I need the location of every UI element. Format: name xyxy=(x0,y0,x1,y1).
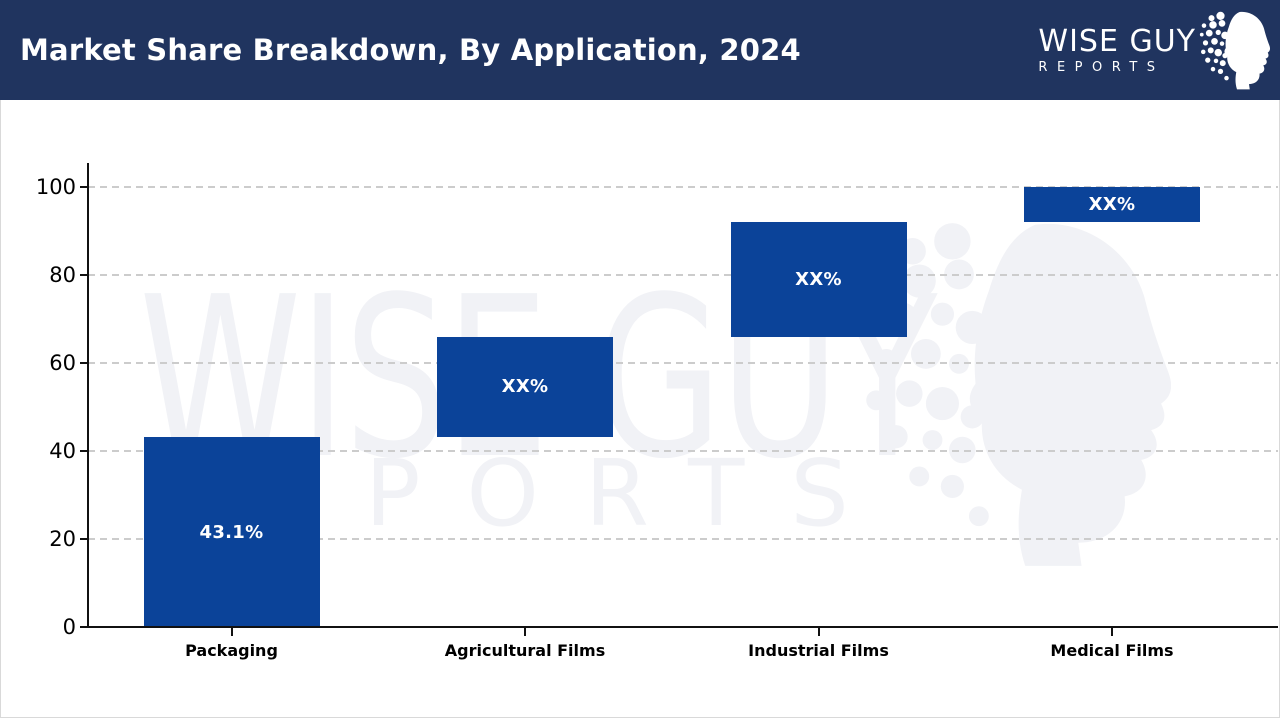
x-tick-mark xyxy=(817,628,820,636)
x-tick-mark xyxy=(1111,628,1113,636)
logo-subtext: REPORTS xyxy=(1038,59,1165,75)
logo-text: WISE GUY REPORTS xyxy=(1038,23,1196,75)
wiseguy-logo: WISE GUY REPORTS xyxy=(1038,8,1270,92)
logo-wordmark: WISE GUY xyxy=(1038,23,1196,59)
y-tick-mark xyxy=(80,362,88,364)
y-tick-label: 20 xyxy=(49,527,76,551)
y-tick-label: 0 xyxy=(62,615,76,639)
chart-title: Market Share Breakdown, By Application, … xyxy=(20,33,801,67)
gridline xyxy=(88,186,1278,188)
y-tick-mark xyxy=(80,450,88,452)
bar-industrial-films: XX% xyxy=(730,222,907,337)
y-tick-mark xyxy=(80,274,88,276)
waterfall-chart: 0 20 40 60 80 100 Packaging Agricultural Films I… xyxy=(1,100,1279,717)
gridline xyxy=(88,362,1278,364)
y-tick-mark xyxy=(80,186,88,188)
header: Market Share Breakdown, By Application, … xyxy=(0,0,1280,100)
bar-packaging: 43.1% xyxy=(143,437,320,627)
y-tick-label: 40 xyxy=(49,439,76,463)
y-axis xyxy=(87,163,89,628)
gridline xyxy=(88,538,1278,540)
y-tick-label: 100 xyxy=(35,175,76,199)
bar-medical-films: XX% xyxy=(1024,187,1200,223)
gridline xyxy=(88,450,1278,452)
x-tick-mark xyxy=(524,628,526,636)
bar-value-label: XX% xyxy=(501,376,549,398)
x-tick-mark xyxy=(230,628,233,636)
x-tick-label: Packaging xyxy=(185,641,278,660)
gridline xyxy=(88,274,1278,276)
bar-value-label: 43.1% xyxy=(199,521,264,543)
logo-head-icon xyxy=(1199,11,1270,90)
bar-agricultural-films: XX% xyxy=(437,336,613,438)
chart-area: WISE GUY REPORTS 0 20 40 60 80 100 Packaging Ag… xyxy=(0,100,1280,718)
y-tick-label: 80 xyxy=(49,263,76,287)
x-tick-label: Medical Films xyxy=(1050,641,1174,660)
y-tick-mark xyxy=(80,626,88,628)
x-tick-label: Agricultural Films xyxy=(444,641,606,660)
x-axis xyxy=(87,626,1278,628)
y-tick-mark xyxy=(80,538,88,540)
bar-value-label: XX% xyxy=(1088,194,1136,216)
y-tick-label: 60 xyxy=(49,351,76,375)
bar-value-label: XX% xyxy=(795,268,842,290)
x-tick-label: Industrial Films xyxy=(748,641,889,660)
